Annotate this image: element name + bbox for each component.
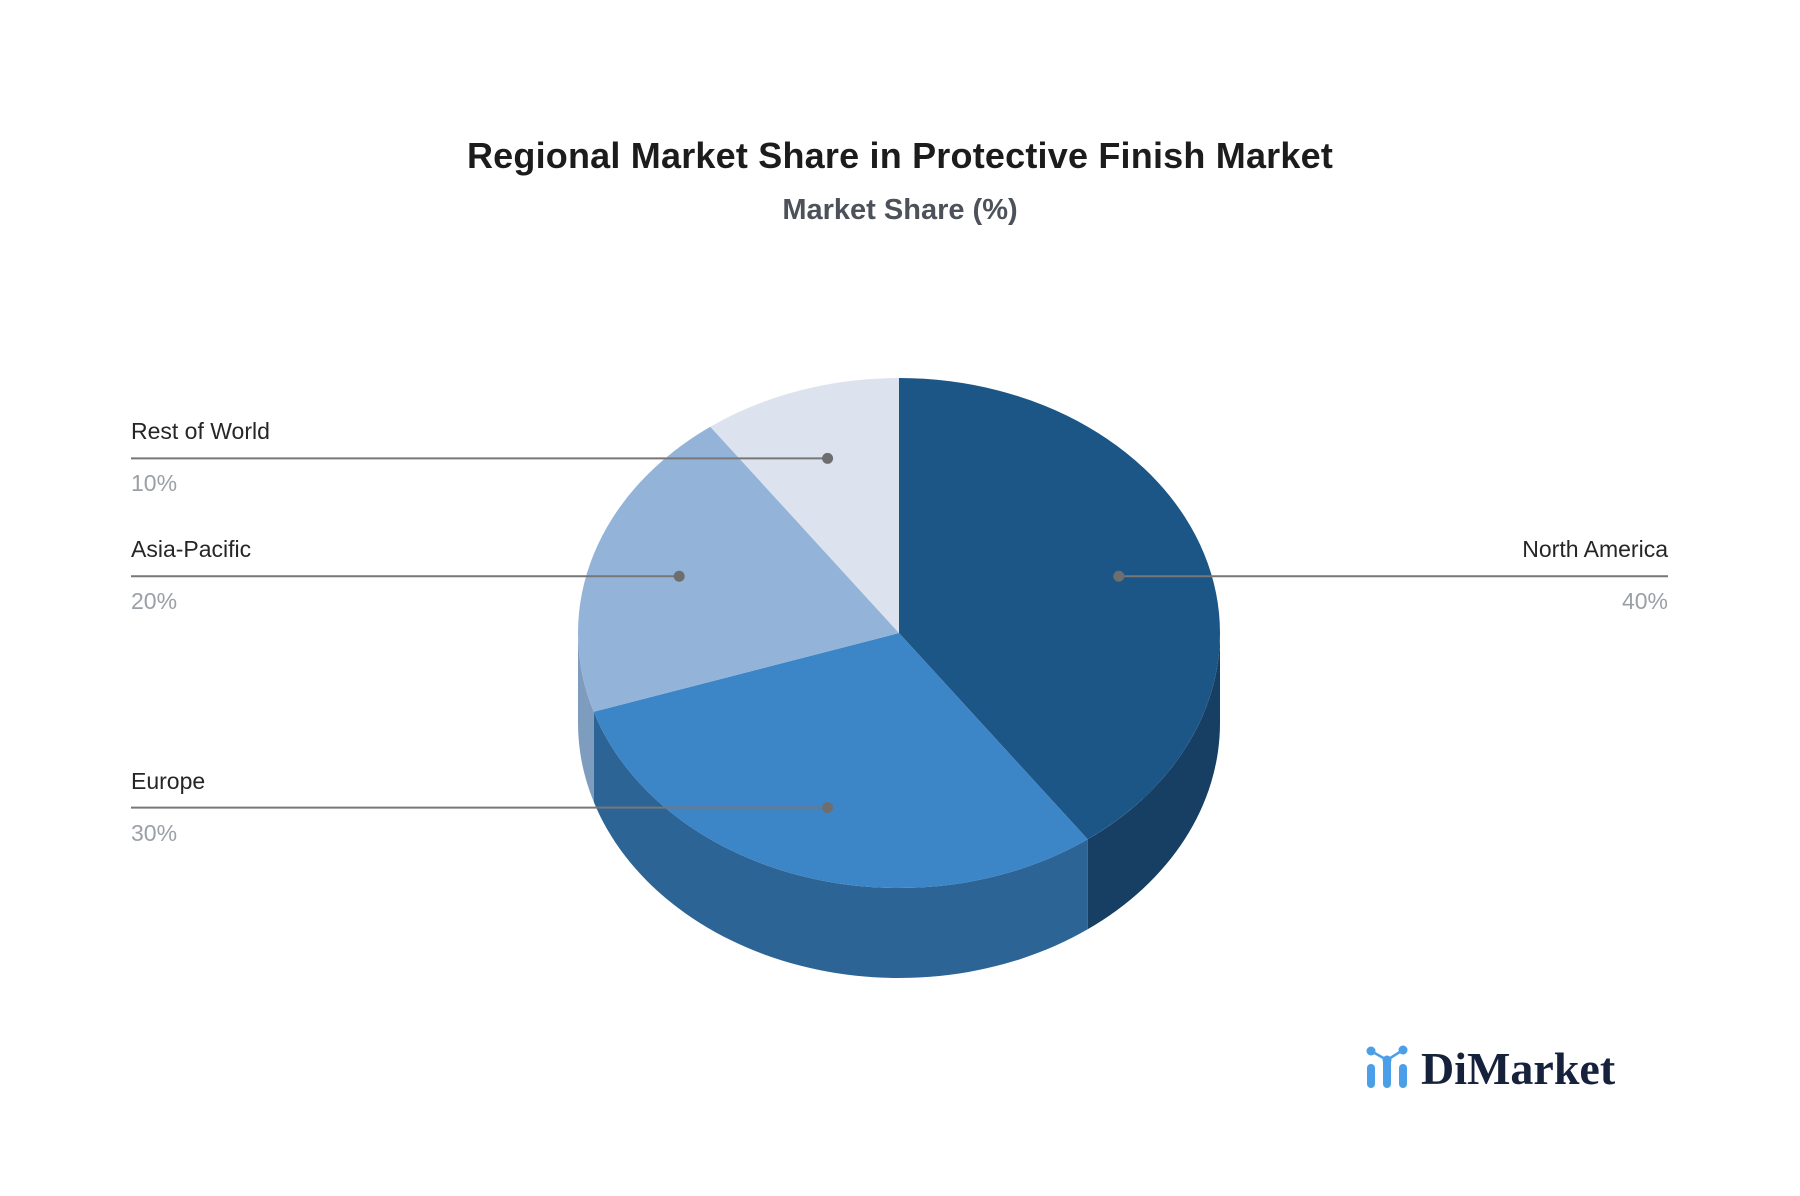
pie-slice-asia-pacific: [577, 426, 899, 712]
leader-dot-north-america: [1113, 570, 1125, 582]
pie-slice-europe: [593, 633, 1088, 888]
value-rest-of-world: 10%: [131, 470, 178, 497]
leader-dot-asia-pacific: [673, 570, 685, 582]
label-asia-pacific: Asia-Pacific: [131, 536, 252, 563]
pie-slice-rim-asia-pacific: [578, 633, 594, 802]
label-north-america: North America: [1522, 536, 1668, 563]
value-asia-pacific: 20%: [131, 588, 178, 615]
label-europe: Europe: [131, 767, 206, 794]
label-rest-of-world: Rest of World: [131, 418, 270, 445]
leader-dot-rest-of-world: [822, 452, 834, 464]
chart-title: Regional Market Share in Protective Fini…: [466, 135, 1334, 176]
logo-text: DiMarket: [1421, 1043, 1616, 1094]
value-north-america: 40%: [1621, 588, 1668, 615]
pie-slice-rest-of-world: [710, 378, 899, 633]
chart-subtitle: Market Share (%): [782, 194, 1018, 226]
pie-slice-rim-europe: [593, 711, 1088, 978]
bar-line-chart-icon: [1366, 1045, 1408, 1088]
value-europe: 30%: [131, 819, 178, 846]
pie-slice-rim-north-america: [1087, 633, 1220, 930]
leader-dot-europe: [822, 802, 834, 814]
pie-slice-north-america: [899, 378, 1221, 840]
